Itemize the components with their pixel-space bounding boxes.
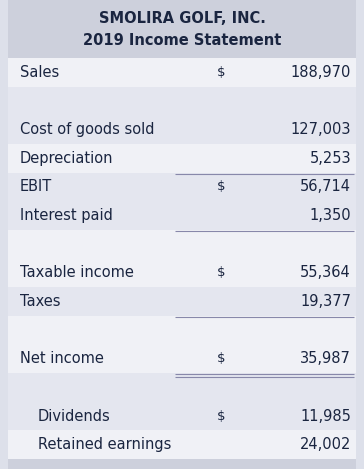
Text: 1,350: 1,350 bbox=[309, 208, 351, 223]
Bar bbox=[8, 58, 356, 87]
Text: EBIT: EBIT bbox=[20, 180, 52, 194]
Text: 55,364: 55,364 bbox=[300, 265, 351, 280]
Text: Depreciation: Depreciation bbox=[20, 151, 114, 166]
Bar bbox=[8, 316, 356, 344]
Text: 5,253: 5,253 bbox=[309, 151, 351, 166]
Bar bbox=[8, 258, 356, 287]
Text: 127,003: 127,003 bbox=[290, 122, 351, 137]
Text: $: $ bbox=[217, 266, 225, 280]
Bar bbox=[8, 0, 356, 58]
Bar bbox=[8, 115, 356, 144]
Bar bbox=[8, 144, 356, 173]
Text: 35,987: 35,987 bbox=[300, 351, 351, 366]
Text: Retained earnings: Retained earnings bbox=[38, 437, 171, 452]
Text: Net income: Net income bbox=[20, 351, 104, 366]
Text: $: $ bbox=[217, 352, 225, 365]
Bar bbox=[8, 344, 356, 373]
Text: Taxable income: Taxable income bbox=[20, 265, 134, 280]
Bar bbox=[8, 402, 356, 431]
Text: 2019 Income Statement: 2019 Income Statement bbox=[83, 32, 281, 47]
Bar bbox=[8, 173, 356, 201]
Text: $: $ bbox=[217, 66, 225, 79]
Text: $: $ bbox=[217, 181, 225, 193]
Bar bbox=[8, 287, 356, 316]
Text: 24,002: 24,002 bbox=[300, 437, 351, 452]
Text: 188,970: 188,970 bbox=[290, 65, 351, 80]
Bar bbox=[8, 87, 356, 115]
Text: 19,377: 19,377 bbox=[300, 294, 351, 309]
Text: 56,714: 56,714 bbox=[300, 180, 351, 194]
Bar bbox=[8, 201, 356, 230]
Text: Dividends: Dividends bbox=[38, 408, 111, 424]
Bar bbox=[8, 459, 356, 469]
Text: Interest paid: Interest paid bbox=[20, 208, 113, 223]
Bar bbox=[8, 373, 356, 402]
Bar bbox=[8, 431, 356, 459]
Text: 11,985: 11,985 bbox=[300, 408, 351, 424]
Bar bbox=[8, 230, 356, 258]
Text: $: $ bbox=[217, 409, 225, 423]
Text: SMOLIRA GOLF, INC.: SMOLIRA GOLF, INC. bbox=[99, 10, 265, 25]
Text: Cost of goods sold: Cost of goods sold bbox=[20, 122, 154, 137]
Text: Taxes: Taxes bbox=[20, 294, 60, 309]
Text: Sales: Sales bbox=[20, 65, 59, 80]
